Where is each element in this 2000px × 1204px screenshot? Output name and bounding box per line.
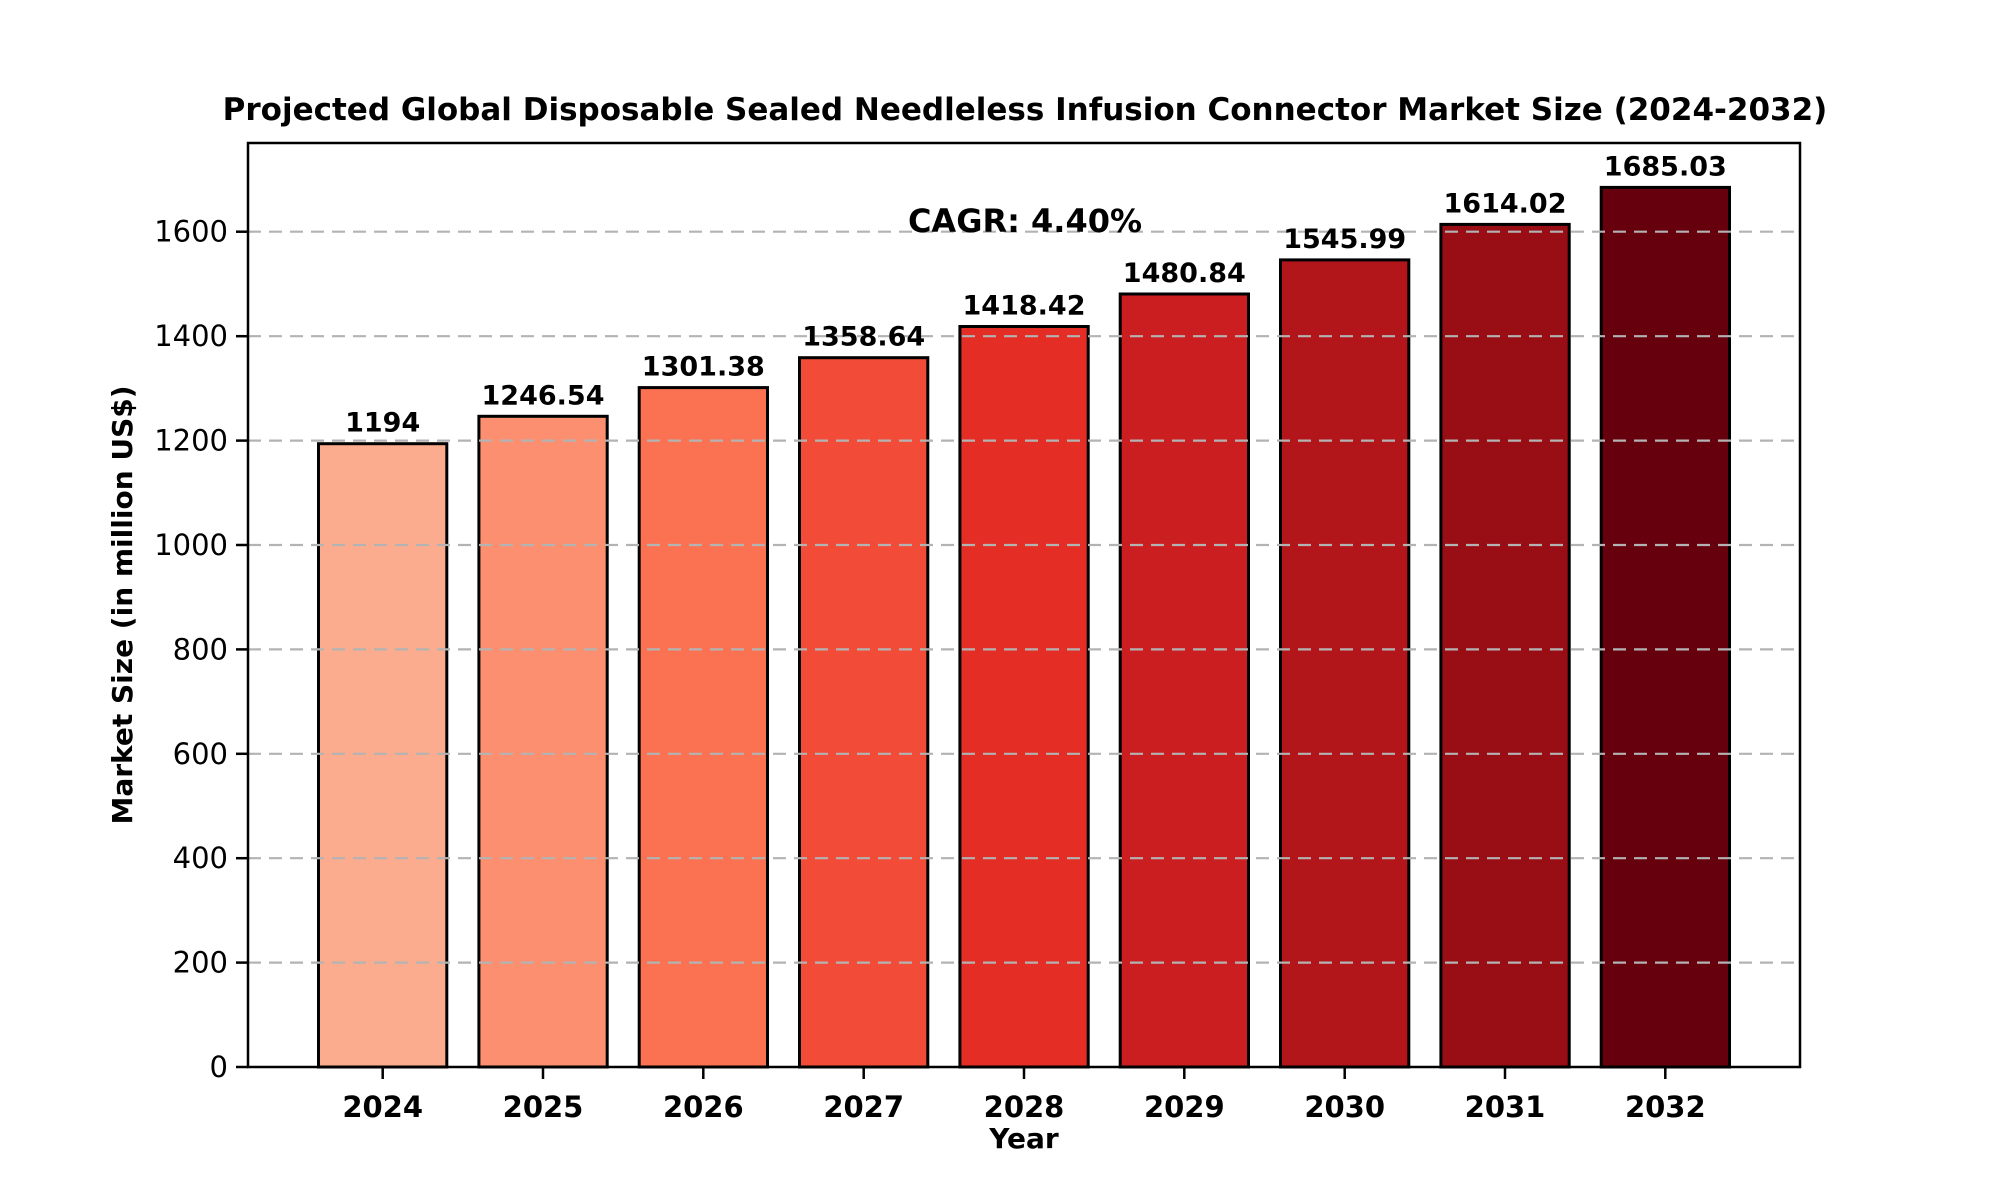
x-tick-label-2031: 2031	[1465, 1090, 1546, 1124]
ticks-group: 2024 2025 2026 2027 2028 2029 2030 2031 2032 0 200…	[154, 215, 1705, 1124]
cagr-annotation: CAGR: 4.40%	[908, 202, 1142, 240]
value-label-2024: 1194	[345, 408, 420, 439]
y-tick-label-1000: 1000	[154, 528, 228, 562]
bar-2029	[1118, 292, 1250, 1069]
y-tick-label-1600: 1600	[154, 215, 228, 249]
value-label-2027: 1358.64	[802, 322, 925, 353]
bar-2025	[477, 414, 609, 1069]
y-axis-label: Market Size (in million US$)	[106, 385, 139, 824]
y-tick-label-0: 0	[210, 1050, 228, 1084]
bar-2026	[637, 386, 770, 1069]
bar-2028	[958, 325, 1090, 1069]
x-tick-label-2025: 2025	[503, 1090, 584, 1124]
bar-2031	[1439, 222, 1571, 1069]
bar-2030	[1279, 258, 1411, 1069]
value-labels-group: 1194 1246.54 1301.38 1358.64 1418.42 1480.84 1…	[345, 151, 1727, 438]
y-tick-label-1200: 1200	[154, 424, 228, 458]
value-label-2026: 1301.38	[642, 352, 765, 383]
x-tick-label-2029: 2029	[1144, 1090, 1225, 1124]
bars-group	[317, 185, 1731, 1069]
gridlines-group	[248, 230, 1800, 964]
y-tick-label-600: 600	[173, 737, 228, 771]
x-tick-label-2024: 2024	[342, 1090, 423, 1124]
y-tick-label-1400: 1400	[154, 319, 228, 353]
x-axis-label: Year	[988, 1122, 1059, 1155]
y-tick-label-800: 800	[173, 632, 228, 666]
bar-2032	[1599, 185, 1731, 1069]
y-tick-label-200: 200	[173, 946, 228, 980]
bar-2024	[317, 442, 449, 1069]
x-tick-label-2030: 2030	[1304, 1090, 1385, 1124]
x-tick-label-2028: 2028	[984, 1090, 1065, 1124]
value-label-2025: 1246.54	[482, 380, 605, 411]
x-tick-label-2026: 2026	[663, 1090, 744, 1124]
value-label-2028: 1418.42	[963, 291, 1086, 322]
value-label-2030: 1545.99	[1283, 224, 1406, 255]
y-tick-label-400: 400	[173, 841, 228, 875]
x-tick-label-2027: 2027	[823, 1090, 904, 1124]
value-label-2029: 1480.84	[1123, 258, 1246, 289]
value-label-2032: 1685.03	[1604, 151, 1727, 182]
value-label-2031: 1614.02	[1444, 188, 1567, 219]
bar-2027	[798, 356, 930, 1069]
x-tick-label-2032: 2032	[1625, 1090, 1706, 1124]
chart-title: Projected Global Disposable Sealed Needl…	[223, 92, 1828, 128]
